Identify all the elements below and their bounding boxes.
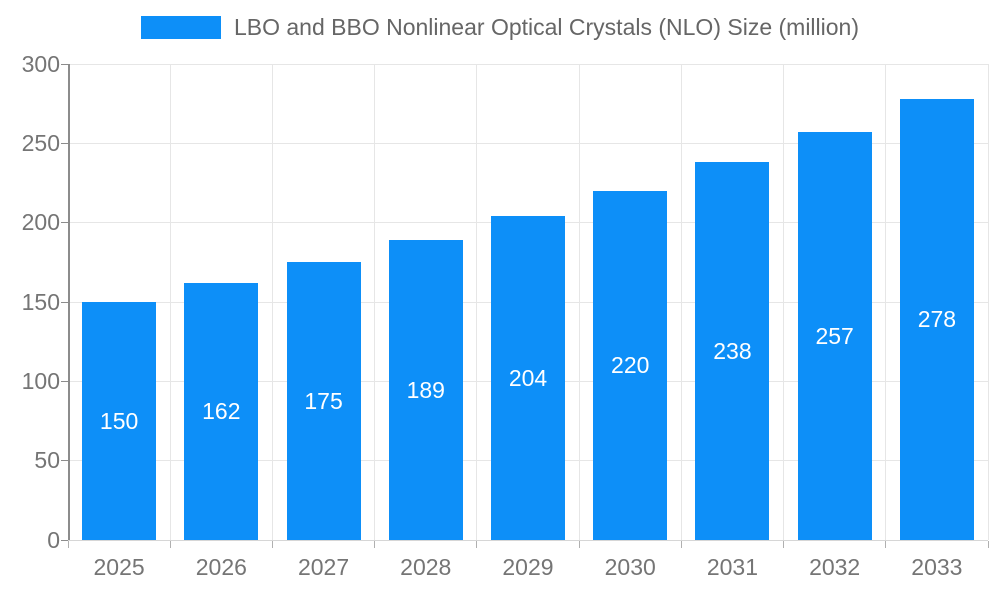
- x-axis-tick: [987, 541, 989, 548]
- v-gridline: [885, 64, 887, 540]
- y-axis-label: 300: [21, 50, 60, 77]
- x-axis-label: 2030: [604, 554, 656, 580]
- v-gridline: [169, 64, 171, 540]
- x-axis-line: [68, 540, 988, 541]
- bar-value-label: 204: [508, 364, 548, 391]
- y-axis-label: 50: [34, 447, 60, 474]
- x-axis-label: 2026: [195, 554, 247, 580]
- y-axis-label: 250: [21, 129, 60, 156]
- y-axis-tick: [61, 63, 68, 65]
- legend[interactable]: LBO and BBO Nonlinear Optical Crystals (…: [0, 14, 1000, 42]
- bar-value-label: 278: [917, 305, 957, 332]
- v-gridline: [476, 64, 478, 540]
- x-axis-tick: [476, 541, 478, 548]
- y-axis-label: 150: [21, 288, 60, 315]
- y-axis-tick: [61, 301, 68, 303]
- x-axis-tick: [271, 541, 273, 548]
- bar-value-label: 220: [611, 351, 650, 378]
- v-gridline: [680, 64, 682, 540]
- legend-swatch: [140, 16, 221, 40]
- bar[interactable]: [593, 190, 668, 540]
- y-axis-line: [68, 64, 70, 540]
- x-axis-tick: [680, 541, 682, 548]
- y-axis-label: 200: [21, 209, 60, 236]
- legend-label: LBO and BBO Nonlinear Optical Crystals (…: [233, 14, 860, 40]
- x-axis-tick: [885, 541, 887, 548]
- x-axis-tick: [169, 541, 171, 548]
- bar-value-label: 189: [406, 376, 445, 403]
- bar[interactable]: [491, 216, 565, 540]
- bar[interactable]: [899, 98, 974, 540]
- x-axis-tick: [783, 541, 785, 548]
- y-axis-tick: [61, 460, 68, 462]
- y-axis-tick: [61, 222, 68, 224]
- y-axis-tick: [61, 142, 68, 144]
- x-axis-tick: [374, 541, 376, 548]
- bar-value-label: 162: [202, 397, 241, 424]
- y-axis-label: 100: [21, 367, 60, 394]
- v-gridline: [987, 64, 989, 540]
- x-axis-tick: [67, 541, 69, 548]
- v-gridline: [271, 64, 273, 540]
- h-gridline: [68, 142, 988, 144]
- bar[interactable]: [797, 132, 872, 540]
- bar-value-label: 257: [815, 322, 854, 349]
- v-gridline: [374, 64, 376, 540]
- bar[interactable]: [388, 240, 463, 540]
- x-axis-label: 2033: [911, 554, 963, 580]
- bar-value-label: 150: [99, 407, 139, 434]
- bar[interactable]: [82, 302, 157, 540]
- bar-value-label: 238: [713, 337, 752, 364]
- bar[interactable]: [286, 262, 361, 540]
- x-axis-tick: [578, 541, 580, 548]
- y-axis-label: 0: [47, 526, 60, 553]
- bar-value-label: 175: [304, 387, 343, 414]
- v-gridline: [578, 64, 580, 540]
- bar[interactable]: [695, 162, 770, 540]
- x-axis-label: 2031: [706, 554, 759, 580]
- x-axis-label: 2025: [93, 554, 145, 580]
- x-axis-label: 2027: [297, 554, 350, 580]
- x-axis-label: 2029: [502, 554, 554, 580]
- bar[interactable]: [184, 282, 259, 540]
- v-gridline: [783, 64, 785, 540]
- plot-area: 0 50 100 150 200 250 300 150 2025 162 2026 175 2027 1…: [22, 52, 989, 579]
- x-axis-label: 2028: [400, 554, 452, 580]
- x-axis-label: 2032: [809, 554, 861, 580]
- y-axis-tick: [61, 380, 68, 382]
- y-axis-tick: [61, 539, 68, 541]
- h-gridline: [68, 63, 988, 65]
